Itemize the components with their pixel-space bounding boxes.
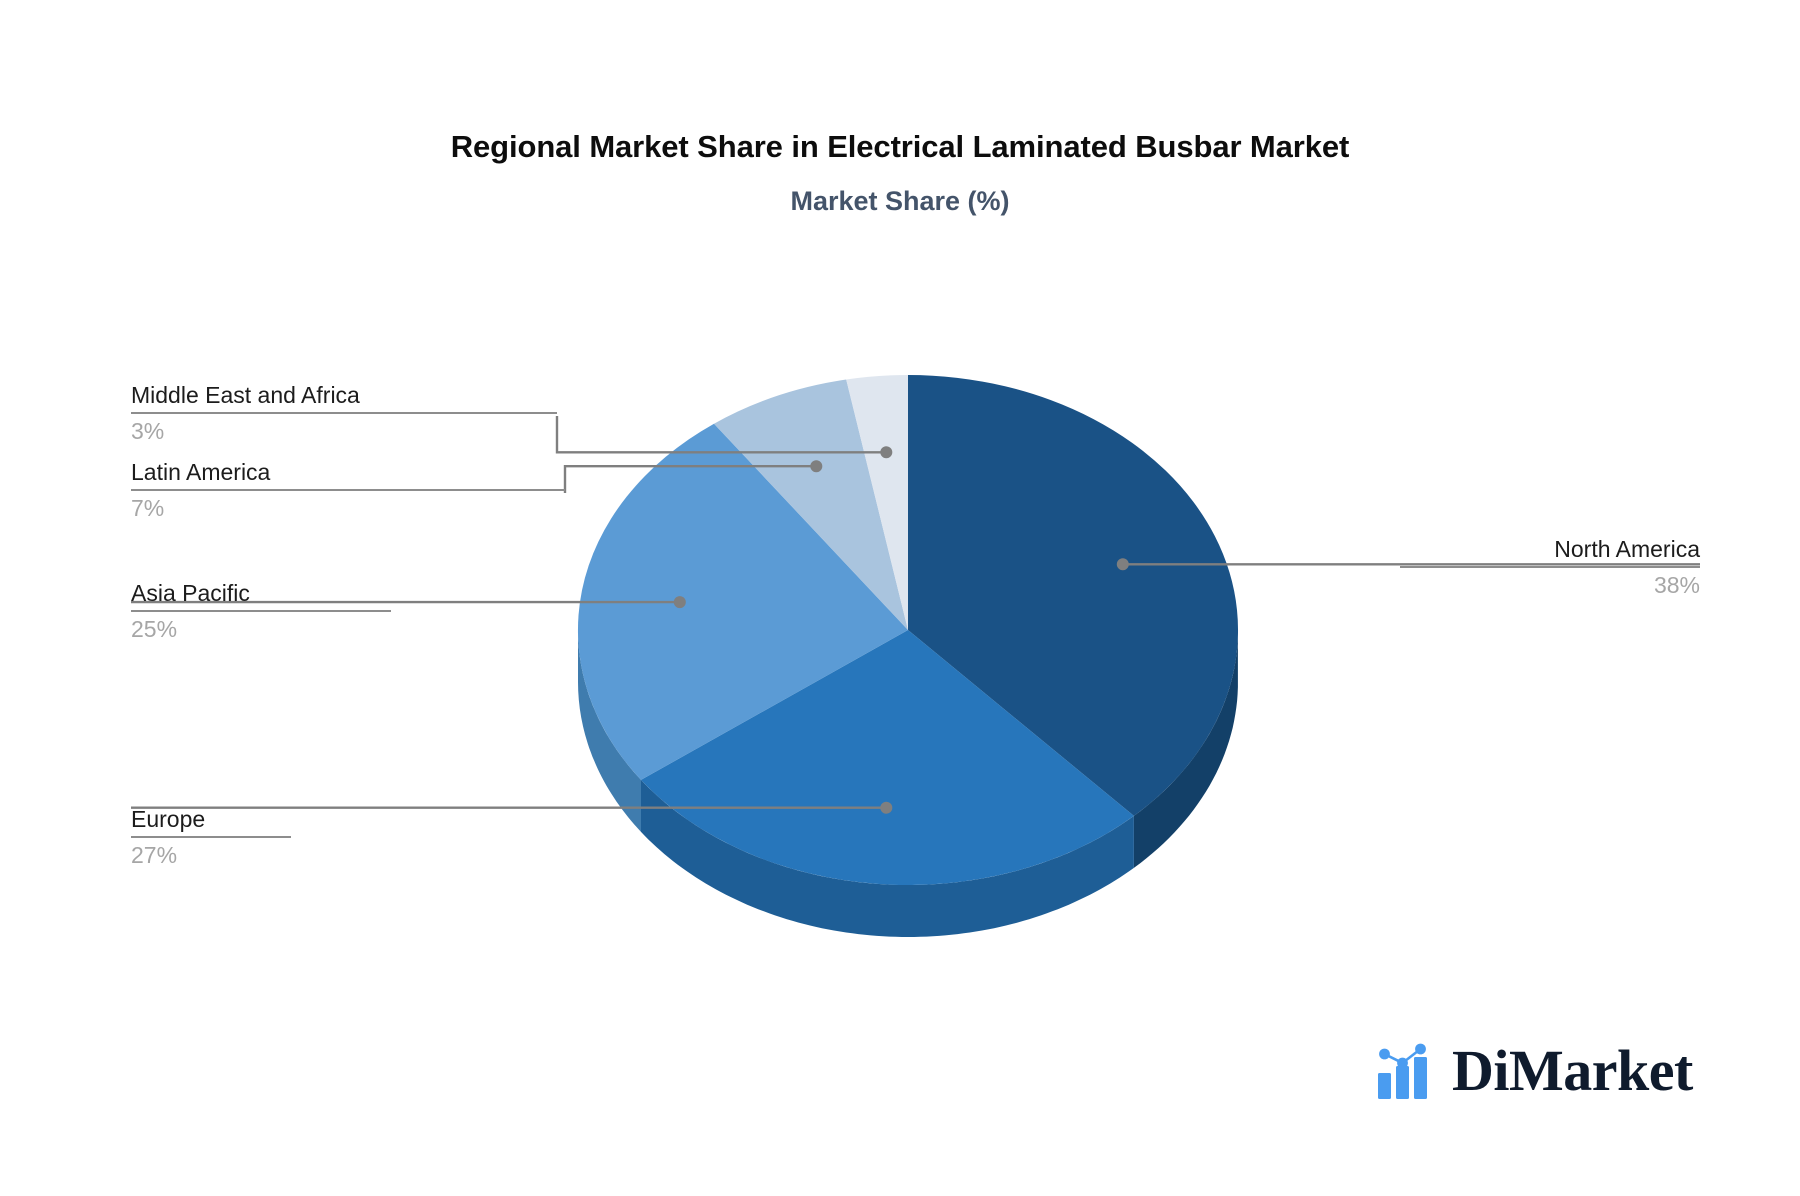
label-asia-pacific-value: 25% (131, 616, 178, 642)
leader-line-latin-america (563, 465, 815, 493)
pie-depth-europe (641, 779, 1134, 937)
label-latin-america: Latin America 7% (131, 457, 565, 525)
label-north-america-name: North America (1554, 536, 1700, 562)
label-latin-america-value: 7% (131, 495, 165, 521)
leader-dot-middle-east-africa (880, 446, 893, 459)
leader-dot-latin-america (810, 460, 823, 473)
label-middle-east-africa-value: 3% (131, 418, 165, 444)
leader-dot-europe (880, 801, 893, 814)
label-middle-east-africa-rule (131, 412, 557, 414)
label-middle-east-africa-name: Middle East and Africa (131, 382, 360, 408)
label-asia-pacific-name: Asia Pacific (131, 580, 250, 606)
label-europe: Europe 27% (131, 804, 291, 872)
label-asia-pacific-rule (131, 610, 391, 612)
label-north-america-rule (1400, 566, 1700, 568)
leader-line-middle-east-africa (555, 416, 885, 454)
pie-slice-latin-america (714, 379, 908, 630)
pie-depth-asia-pacific (578, 630, 641, 832)
label-north-america: North America 38% (1400, 534, 1700, 602)
bar-chart-icon (1378, 1043, 1427, 1099)
pie-slice-europe (641, 630, 1134, 886)
leader-dot-asia-pacific (673, 596, 686, 609)
label-europe-value: 27% (131, 842, 178, 868)
pie-depth-north-america (1133, 635, 1238, 868)
pie-3d-depth (578, 630, 1238, 937)
dimarket-logo: DiMarket (1376, 1042, 1693, 1100)
label-middle-east-africa: Middle East and Africa 3% (131, 380, 557, 448)
pie-slice-north-america (908, 375, 1239, 816)
label-asia-pacific: Asia Pacific 25% (131, 578, 391, 646)
label-latin-america-name: Latin America (131, 459, 271, 485)
leader-dot-north-america (1116, 558, 1129, 571)
dimarket-logo-text: DiMarket (1452, 1038, 1693, 1103)
label-north-america-value: 38% (1653, 572, 1700, 598)
pie-slice-asia-pacific (577, 423, 908, 780)
pie-slice-middle-east-and-africa (846, 375, 908, 630)
leader-lines (131, 416, 1700, 814)
label-europe-name: Europe (131, 806, 206, 832)
label-latin-america-rule (131, 489, 565, 491)
pie-top-face (577, 375, 1239, 886)
label-europe-rule (131, 836, 291, 838)
